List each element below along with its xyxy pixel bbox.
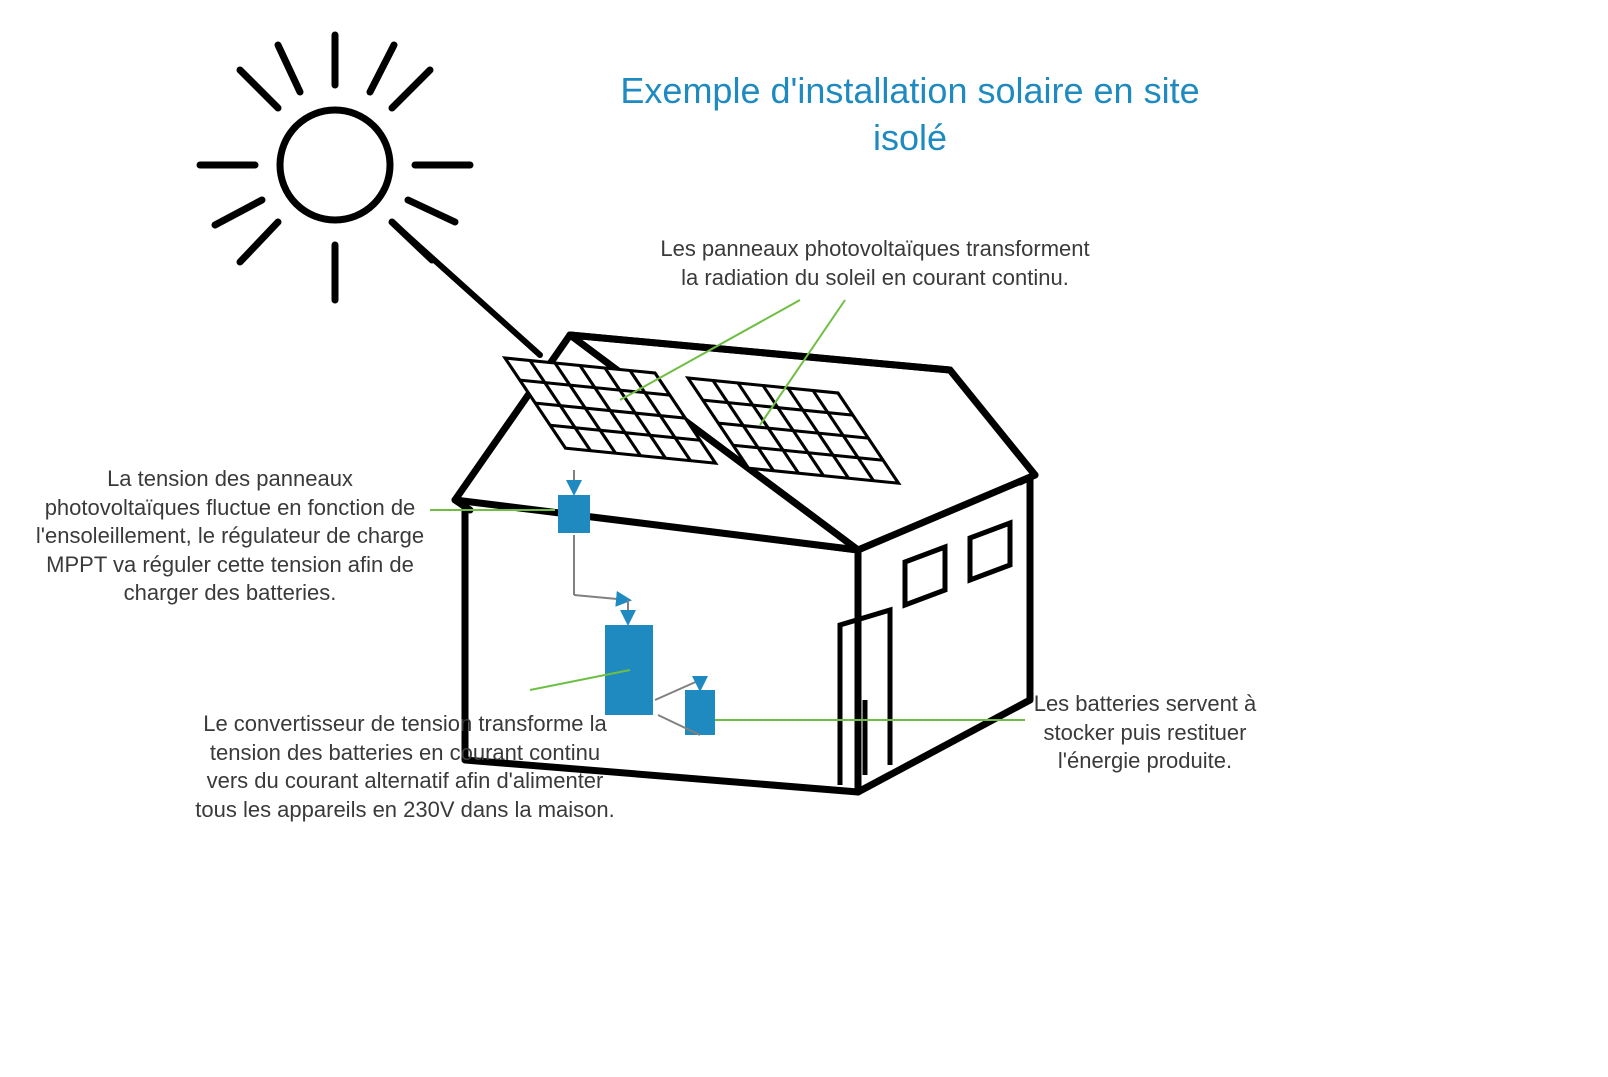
label-regulator: La tension des panneaux photovoltaïques … bbox=[30, 465, 430, 608]
diagram-canvas: Exemple d'installation solaire en site i… bbox=[0, 0, 1608, 1077]
label-inverter: Le convertisseur de tension transforme l… bbox=[195, 710, 615, 824]
diagram-title: Exemple d'installation solaire en site i… bbox=[610, 68, 1210, 162]
inverter-box bbox=[605, 625, 653, 715]
flow-lines bbox=[574, 470, 700, 735]
house-door bbox=[840, 610, 890, 785]
regulator-box bbox=[558, 495, 590, 533]
sun-icon bbox=[200, 35, 470, 300]
components bbox=[558, 495, 715, 735]
battery-box bbox=[685, 690, 715, 735]
callout-lines bbox=[430, 300, 1025, 720]
label-panels: Les panneaux photovoltaïques transformen… bbox=[655, 235, 1095, 292]
solar-panels bbox=[505, 358, 899, 483]
house-windows bbox=[905, 523, 1010, 605]
label-battery: Les batteries servent à stocker puis res… bbox=[1030, 690, 1260, 776]
sun-ray-to-roof bbox=[392, 222, 540, 355]
